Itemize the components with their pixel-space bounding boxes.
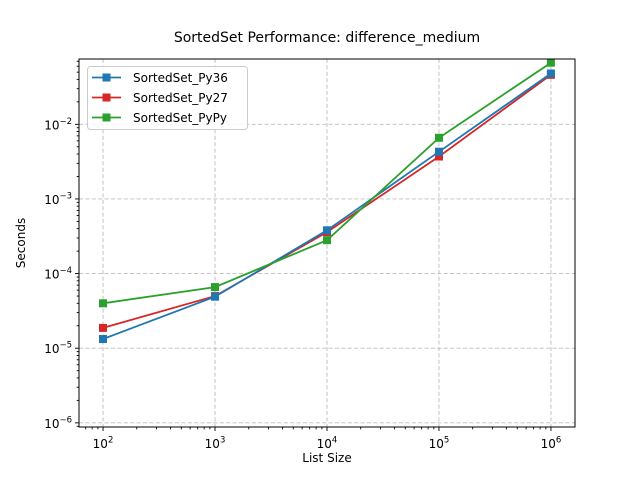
series-marker-SortedSet_PyPy xyxy=(546,59,555,67)
y-tick-label: 10−3 xyxy=(44,191,72,207)
legend-label: SortedSet_Py27 xyxy=(133,91,228,105)
y-tick-label: 10−6 xyxy=(44,415,72,431)
series-marker-SortedSet_Py36 xyxy=(211,292,219,301)
legend: SortedSet_Py36 SortedSet_Py27 SortedSet_Py… xyxy=(87,66,248,130)
y-tick-label: 10−2 xyxy=(44,117,72,133)
legend-marker-sample xyxy=(102,113,111,122)
chart-title: SortedSet Performance: difference_medium xyxy=(173,30,481,46)
x-tick-label: 102 xyxy=(93,436,114,452)
y-tick-label: 10−4 xyxy=(44,266,72,282)
series-marker-SortedSet_PyPy xyxy=(323,236,331,245)
plot-border xyxy=(78,58,576,428)
series-marker-SortedSet_Py27 xyxy=(435,152,443,161)
y-tick-label: 10−5 xyxy=(44,341,72,357)
series-marker-SortedSet_Py36 xyxy=(546,69,555,78)
legend-label: SortedSet_PyPy xyxy=(133,111,227,125)
series-marker-SortedSet_Py36 xyxy=(323,226,331,235)
legend-marker-sample xyxy=(102,93,111,102)
x-tick-label: 104 xyxy=(317,436,338,452)
legend-box xyxy=(87,66,248,130)
series-marker-SortedSet_Py36 xyxy=(99,335,107,343)
x-tick-label: 103 xyxy=(205,436,226,452)
x-tick-label: 106 xyxy=(541,436,562,452)
x-axis-label: List Size xyxy=(302,451,352,465)
series-marker-SortedSet_PyPy xyxy=(211,283,219,292)
series-marker-SortedSet_Py27 xyxy=(99,323,107,332)
series-marker-SortedSet_PyPy xyxy=(435,133,443,142)
legend-label: SortedSet_Py36 xyxy=(133,71,228,85)
series-marker-SortedSet_Py36 xyxy=(435,147,443,156)
legend-marker-sample xyxy=(102,73,111,82)
series-marker-SortedSet_PyPy xyxy=(99,299,107,308)
x-tick-label: 105 xyxy=(429,436,450,452)
